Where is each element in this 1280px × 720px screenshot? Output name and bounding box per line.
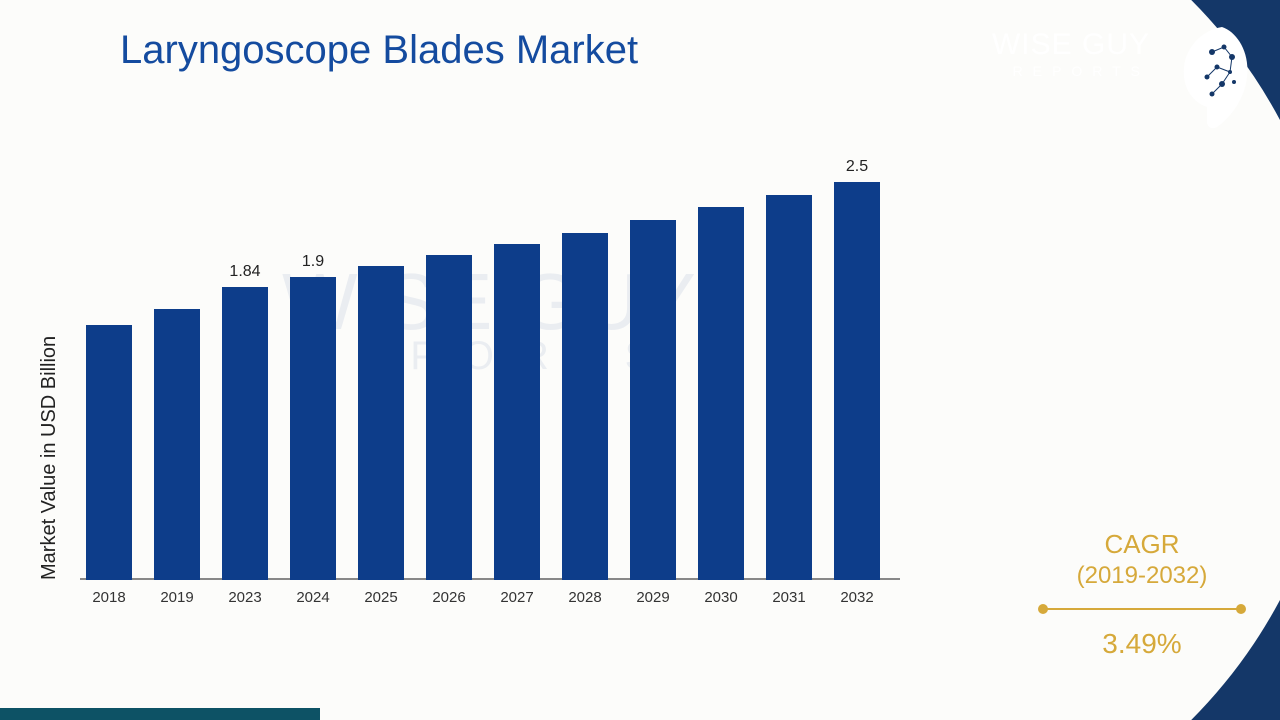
x-tick-label: 2028 xyxy=(562,589,608,606)
chart-title: Laryngoscope Blades Market xyxy=(120,28,638,73)
bar: 20231.84 xyxy=(222,287,268,580)
bar: 20322.5 xyxy=(834,182,880,580)
page-root: WISE GUY REPORTS Laryngoscope Blades Mar… xyxy=(0,0,1280,720)
y-axis-label: Market Value in USD Billion xyxy=(38,336,61,580)
footer-accent-bar xyxy=(0,708,320,720)
x-tick-label: 2024 xyxy=(290,589,336,606)
bar-value-label: 1.84 xyxy=(222,263,268,281)
bar: 2025 xyxy=(358,266,404,580)
cagr-divider xyxy=(1042,608,1242,610)
x-tick-label: 2026 xyxy=(426,589,472,606)
bar: 2031 xyxy=(766,195,812,580)
bar-value-label: 1.9 xyxy=(290,253,336,271)
x-tick-label: 2032 xyxy=(834,589,880,606)
brand-logo: WISE GUY REPORTS xyxy=(992,30,1150,78)
x-tick-label: 2025 xyxy=(358,589,404,606)
bar: 2019 xyxy=(154,309,200,580)
logo-head-icon xyxy=(1162,22,1252,132)
bar: 2029 xyxy=(630,220,676,580)
bar-value-label: 2.5 xyxy=(834,158,880,176)
x-tick-label: 2023 xyxy=(222,589,268,606)
bar: 20241.9 xyxy=(290,277,336,580)
logo-main-text: WISE GUY xyxy=(992,30,1150,60)
x-tick-label: 2027 xyxy=(494,589,540,606)
bar: 2027 xyxy=(494,244,540,580)
bar: 2018 xyxy=(86,325,132,580)
logo-sub-text: REPORTS xyxy=(992,64,1150,78)
bar: 2028 xyxy=(562,233,608,580)
x-tick-label: 2018 xyxy=(86,589,132,606)
x-tick-label: 2030 xyxy=(698,589,744,606)
bar: 2026 xyxy=(426,255,472,580)
cagr-label: CAGR xyxy=(1042,529,1242,560)
x-tick-label: 2029 xyxy=(630,589,676,606)
cagr-value: 3.49% xyxy=(1042,628,1242,660)
x-tick-label: 2019 xyxy=(154,589,200,606)
bar-chart: 2018 2019 20231.84 20241.9 2025 2026 2027 2028 2… xyxy=(80,150,900,580)
x-tick-label: 2031 xyxy=(766,589,812,606)
cagr-period: (2019-2032) xyxy=(1042,562,1242,590)
cagr-block: CAGR (2019-2032) 3.49% xyxy=(1042,529,1242,660)
bar: 2030 xyxy=(698,207,744,580)
